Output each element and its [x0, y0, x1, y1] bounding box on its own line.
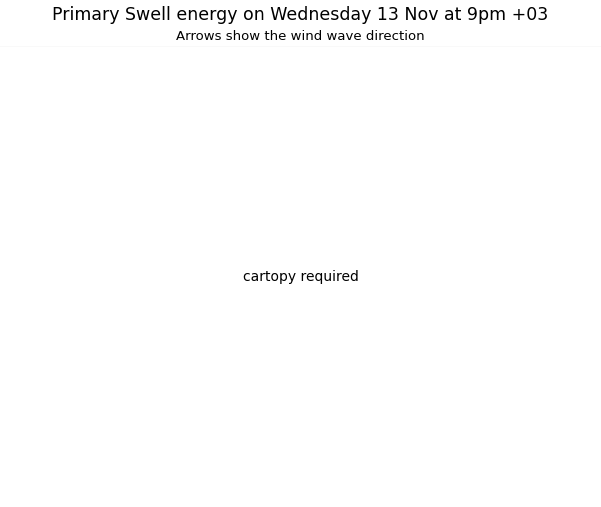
Text: Primary Swell energy on Wednesday 13 Nov at 9pm +03: Primary Swell energy on Wednesday 13 Nov… — [52, 6, 549, 24]
Text: Arrows show the wind wave direction: Arrows show the wind wave direction — [176, 30, 425, 43]
Text: cartopy required: cartopy required — [243, 270, 358, 284]
